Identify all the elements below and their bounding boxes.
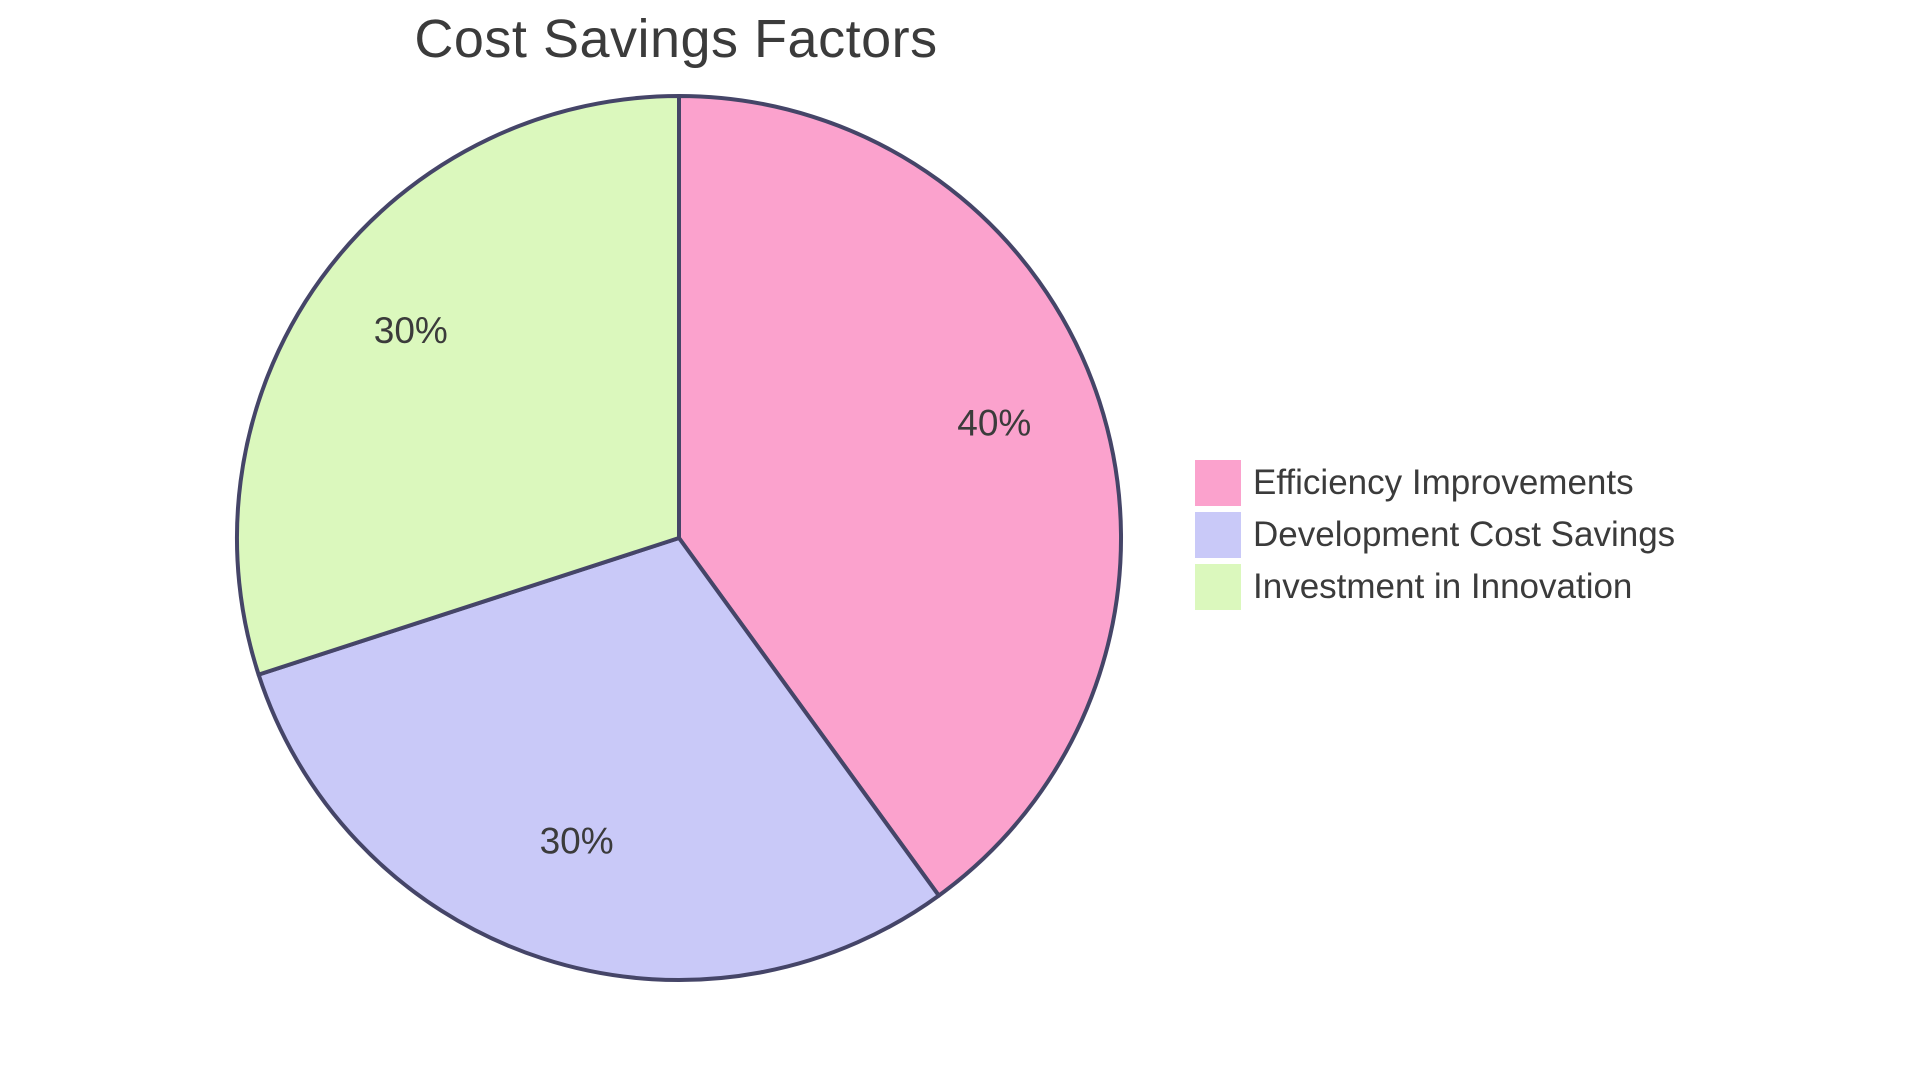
legend-swatch [1195, 564, 1241, 610]
legend-label: Development Cost Savings [1253, 515, 1676, 554]
legend-item: Investment in Innovation [1195, 564, 1675, 610]
pie-slice-label: 40% [957, 403, 1031, 444]
pie-slice-label: 30% [540, 820, 614, 861]
chart-title: Cost Savings Factors [414, 9, 938, 69]
legend-item: Efficiency Improvements [1195, 460, 1675, 506]
pie-slice [234, 94, 681, 677]
pie-slice [256, 536, 941, 983]
legend-label: Efficiency Improvements [1253, 463, 1634, 502]
legend: Efficiency Improvements Development Cost… [1195, 460, 1675, 610]
legend-swatch [1195, 460, 1241, 506]
pie-slice [677, 94, 1124, 898]
pie-slice-label: 30% [374, 310, 448, 351]
legend-swatch [1195, 512, 1241, 558]
legend-label: Investment in Innovation [1253, 567, 1633, 606]
legend-item: Development Cost Savings [1195, 512, 1675, 558]
